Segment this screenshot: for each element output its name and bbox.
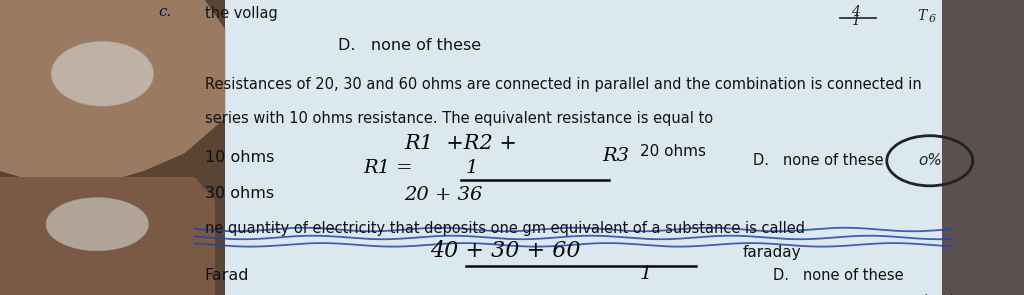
Text: D.   none of these: D. none of these bbox=[773, 268, 904, 283]
Text: 10 ohms: 10 ohms bbox=[205, 150, 274, 165]
FancyBboxPatch shape bbox=[942, 0, 1024, 295]
Text: D.   none of these: D. none of these bbox=[753, 153, 884, 168]
Text: 1: 1 bbox=[466, 159, 478, 177]
Ellipse shape bbox=[46, 198, 148, 251]
Text: Farad: Farad bbox=[205, 268, 249, 283]
Text: Resistances of 20, 30 and 60 ohms are connected in parallel and the combination : Resistances of 20, 30 and 60 ohms are co… bbox=[205, 77, 922, 91]
FancyBboxPatch shape bbox=[195, 0, 942, 295]
Text: 4: 4 bbox=[851, 5, 859, 19]
Text: faraday: faraday bbox=[742, 245, 801, 260]
Text: 1: 1 bbox=[640, 265, 652, 283]
Text: series with 10 ohms resistance. The equivalent resistance is equal to: series with 10 ohms resistance. The equi… bbox=[205, 111, 713, 125]
Text: 40 + 30 + 60: 40 + 30 + 60 bbox=[430, 240, 581, 262]
Text: ne quantity of electricity that deposits one gm equivalent of a substance is cal: ne quantity of electricity that deposits… bbox=[205, 221, 805, 236]
Polygon shape bbox=[0, 0, 225, 192]
Text: o%: o% bbox=[918, 153, 942, 168]
Text: D.   none of these: D. none of these bbox=[338, 38, 481, 53]
Text: R3: R3 bbox=[602, 147, 629, 165]
Text: 1: 1 bbox=[851, 14, 859, 28]
Text: 6: 6 bbox=[929, 14, 935, 24]
FancyBboxPatch shape bbox=[0, 0, 225, 295]
Text: Examination - 2020: Examination - 2020 bbox=[886, 294, 1015, 295]
Text: T: T bbox=[916, 9, 927, 23]
Text: R1 =: R1 = bbox=[364, 159, 413, 177]
Text: 20 + 36: 20 + 36 bbox=[404, 186, 483, 204]
Text: the vollag: the vollag bbox=[205, 6, 278, 21]
Ellipse shape bbox=[51, 41, 154, 106]
Polygon shape bbox=[0, 177, 215, 295]
Text: 30 ohms: 30 ohms bbox=[205, 186, 274, 201]
Text: c.: c. bbox=[159, 5, 172, 19]
Text: 20 ohms: 20 ohms bbox=[640, 145, 706, 159]
Text: R1  +R2 +: R1 +R2 + bbox=[404, 134, 517, 153]
